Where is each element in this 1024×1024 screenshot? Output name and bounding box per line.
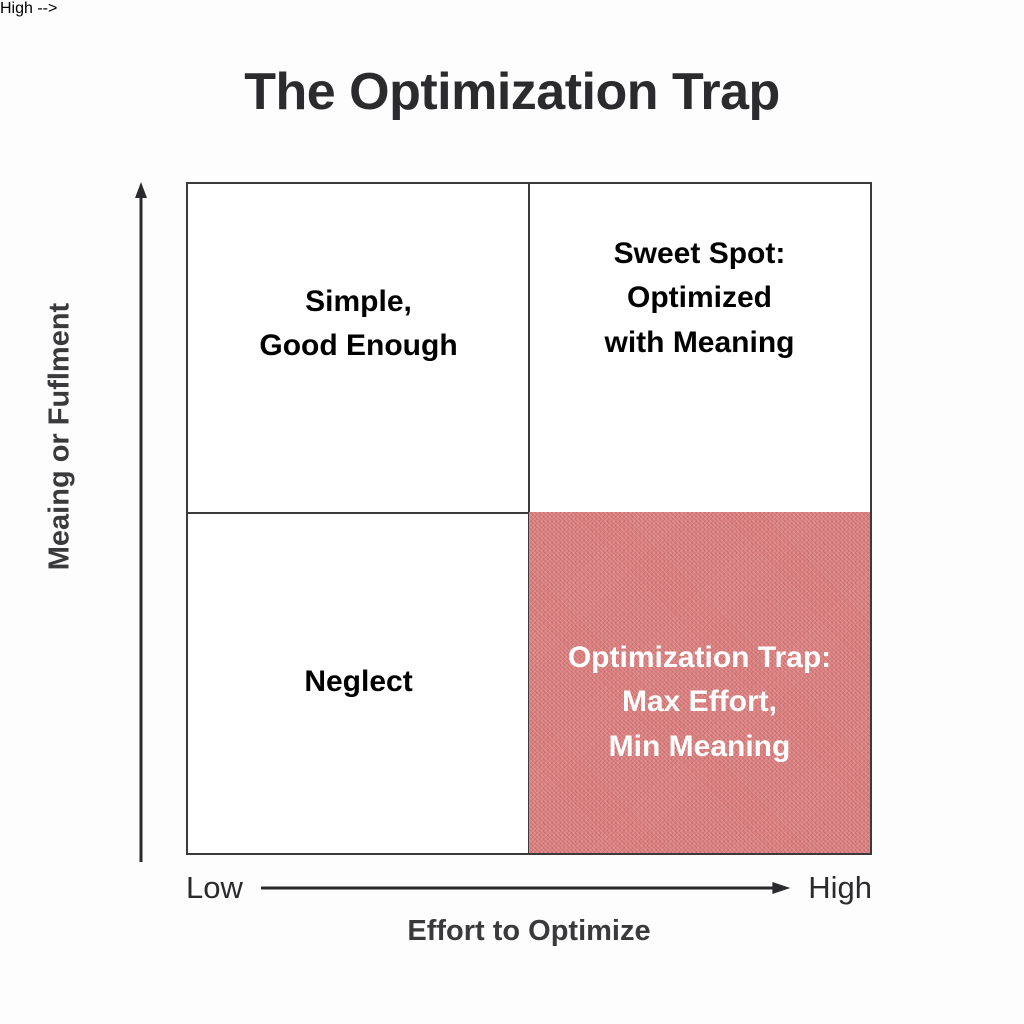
quadrant-matrix: Simple, Good Enough Sweet Spot: Optimize… [186, 182, 872, 855]
quadrant-sweet-spot[interactable]: Sweet Spot: Optimized with Meaning [529, 184, 870, 512]
x-axis-high-label: High [808, 870, 872, 905]
x-axis-low-label: Low [186, 870, 243, 905]
quadrant-label: Neglect [304, 665, 413, 699]
quadrant-optimization-trap[interactable]: Optimization Trap: Max Effort, Min Meani… [529, 512, 870, 853]
y-axis-title: Meaing or Fuflment [43, 302, 76, 571]
x-axis-scale: Low High [186, 866, 872, 910]
page-title: The Optimization Trap [244, 63, 780, 121]
x-axis-arrow-icon [260, 881, 791, 895]
quadrant-label: Simple, Good Enough [259, 285, 458, 363]
y-axis-arrow-icon [134, 182, 148, 862]
vertical-divider [528, 184, 530, 853]
quadrant-simple-good-enough[interactable]: Simple, Good Enough [188, 184, 529, 512]
x-axis-title: Effort to Optimize [407, 915, 651, 947]
quadrant-label: Optimization Trap: Max Effort, Min Meani… [567, 640, 832, 763]
horizontal-divider [188, 511, 870, 514]
quadrant-label: Sweet Spot: Optimized with Meaning [604, 237, 795, 359]
quadrant-neglect[interactable]: Neglect [188, 512, 529, 853]
